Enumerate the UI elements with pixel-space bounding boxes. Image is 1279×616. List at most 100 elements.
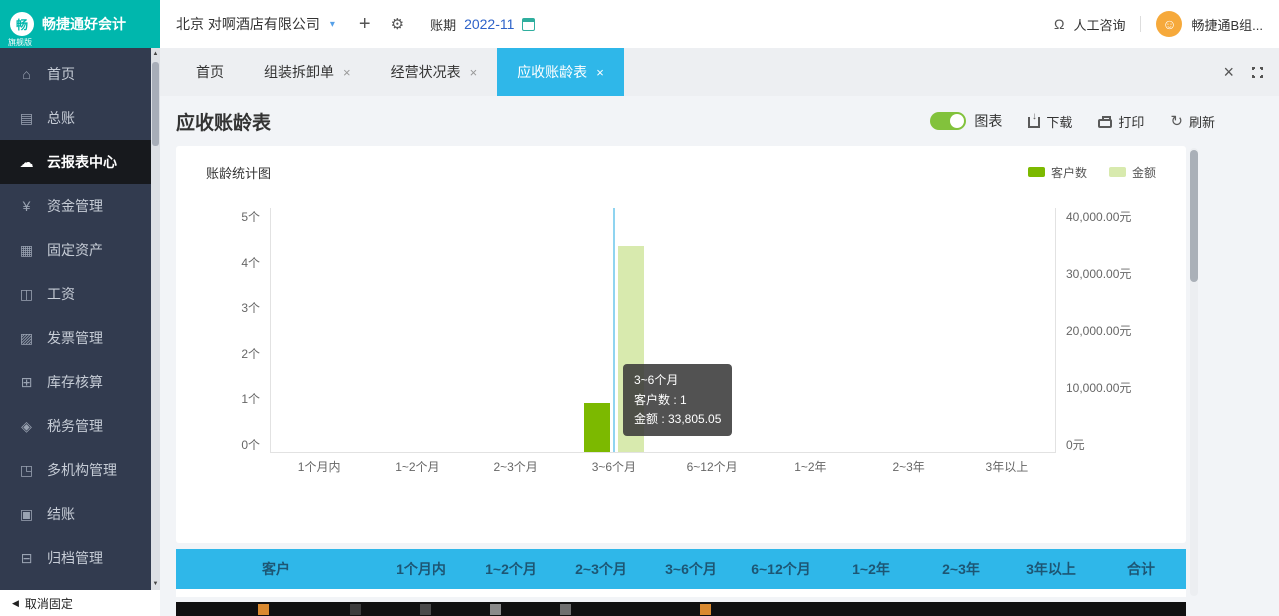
money-bag-icon: ¥ <box>22 198 31 214</box>
sidebar-item-salary[interactable]: ◫ 工资 <box>0 272 160 316</box>
avatar[interactable]: ☺ <box>1156 11 1183 37</box>
user-name[interactable]: 畅捷通B组... <box>1191 17 1263 33</box>
sidebar-item-general-ledger[interactable]: ▤ 总账 <box>0 96 160 140</box>
x-tick-label: 2~3年 <box>892 459 925 474</box>
tab-label: 首页 <box>196 64 224 80</box>
bar-group[interactable] <box>271 208 369 452</box>
sidebar-item-label: 发票管理 <box>47 330 103 346</box>
brand-logo[interactable]: 畅 畅捷通好会计 旗舰版 <box>0 0 160 48</box>
chart-legend: 客户数 金额 <box>1027 164 1156 181</box>
bar-group[interactable] <box>957 208 1055 452</box>
bar-group[interactable] <box>467 208 565 452</box>
sidebar-item-inventory[interactable]: ⊞ 库存核算 <box>0 360 160 404</box>
calendar-icon[interactable] <box>522 17 536 31</box>
salary-card-icon: ◫ <box>19 285 34 302</box>
x-tick-label: 1~2个月 <box>395 459 440 474</box>
legend-item-customers[interactable]: 客户数 <box>1027 164 1087 181</box>
sidebar-item-funds[interactable]: ¥ 资金管理 <box>0 184 160 228</box>
topbar-right: Ω 人工咨询 ☺ 畅捷通B组... <box>1054 11 1263 37</box>
sidebar-item-closing[interactable]: ▣ 结账 <box>0 492 160 536</box>
tab-receivables-aging[interactable]: 应收账龄表 × <box>497 48 624 96</box>
topbar: 北京 对啊酒店有限公司 ▾ + ⚙ 账期 2022-11 Ω 人工咨询 ☺ 畅捷… <box>160 0 1279 48</box>
fullscreen-icon-mask <box>1250 69 1265 75</box>
refresh-icon: ↻ <box>1170 112 1183 130</box>
table-header-cell: 客户 <box>262 561 290 577</box>
legend-item-amount[interactable]: 金额 <box>1108 164 1156 181</box>
bar-group[interactable]: 3~6个月 客户数 : 1 金额 : 33,805.05 <box>565 208 733 452</box>
period-value[interactable]: 2022-11 <box>464 16 515 32</box>
table-header-cell: 合计 <box>1127 561 1155 577</box>
fullscreen-icon[interactable] <box>1250 64 1265 80</box>
sidebar-scrollbar[interactable]: ▲ ▼ <box>151 48 160 590</box>
legend-label: 金额 <box>1131 165 1156 180</box>
tab-operating-status[interactable]: 经营状况表 × <box>371 48 498 96</box>
taskbar-icon <box>560 604 571 615</box>
y-tick-right: 0元 <box>1066 438 1085 452</box>
refresh-button[interactable]: ↻ 刷新 <box>1170 112 1215 131</box>
sidebar-item-invoice[interactable]: ▨ 发票管理 <box>0 316 160 360</box>
asset-icon: ▦ <box>19 241 34 258</box>
topbar-divider <box>1140 16 1142 32</box>
unpin-sidebar-button[interactable]: ◀ 取消固定 <box>0 590 160 616</box>
chart-toggle-group: 图表 <box>930 111 1002 131</box>
tab-assembly-order[interactable]: 组装拆卸单 × <box>244 48 371 96</box>
tab-label: 应收账龄表 <box>517 64 588 80</box>
bar-group[interactable] <box>761 208 859 452</box>
page-content: 应收账龄表 图表 下载 打印 ↻ <box>160 96 1279 616</box>
period-label: 账期 <box>430 17 457 33</box>
close-all-tabs-icon[interactable]: × <box>1223 62 1234 82</box>
sidebar-item-tax[interactable]: ◈ 税务管理 <box>0 404 160 448</box>
bar-group[interactable] <box>369 208 467 452</box>
table-header-cell: 1~2个月 <box>485 561 537 577</box>
x-tick-label: 3~6个月 <box>591 459 637 474</box>
table-header-cell: 3年以上 <box>1026 561 1076 577</box>
tabbar-controls: × <box>1223 48 1279 96</box>
table-header-cell: 1个月内 <box>396 561 446 577</box>
y-tick-left: 0个 <box>241 437 260 452</box>
sidebar-item-cloud-report-center[interactable]: ☁ 云报表中心 <box>0 140 160 184</box>
x-axis-labels: 1个月内 1~2个月 2~3个月 3~6个月 6~12个月 1~2年 2~3年 3年以上 <box>270 453 1056 479</box>
sidebar-item-home[interactable]: ⌂ 首页 <box>0 52 160 96</box>
sidebar-menu: ⌂ 首页 ▤ 总账 ☁ 云报表中心 ¥ 资金管理 ▦ 固定资产 ◫ 工资 <box>0 48 160 580</box>
sidebar-item-multi-org[interactable]: ◳ 多机构管理 <box>0 448 160 492</box>
y-tick-left: 1个 <box>241 392 260 407</box>
add-button[interactable]: + <box>358 13 371 35</box>
chart-toggle[interactable] <box>930 112 967 130</box>
sidebar-scrollbar-thumb[interactable] <box>152 62 159 146</box>
chevron-down-icon: ▾ <box>329 18 335 30</box>
taskbar-icon <box>490 604 501 615</box>
avatar-face-icon: ☺ <box>1162 16 1177 32</box>
y-tick-left: 2个 <box>241 346 260 361</box>
bar-客户数[interactable] <box>584 403 610 452</box>
x-tick-label: 3年以上 <box>985 459 1029 474</box>
download-button[interactable]: 下载 <box>1028 112 1072 131</box>
sidebar-item-fixed-assets[interactable]: ▦ 固定资产 <box>0 228 160 272</box>
content-scrollbar[interactable] <box>1190 148 1198 596</box>
tab-close-icon[interactable]: × <box>469 64 478 80</box>
company-selector[interactable]: 北京 对啊酒店有限公司 ▾ <box>176 14 335 34</box>
bar-group[interactable] <box>859 208 957 452</box>
taskbar-strip <box>176 602 1186 616</box>
tab-close-icon[interactable]: × <box>596 64 604 80</box>
print-icon <box>1098 115 1113 128</box>
print-button[interactable]: 打印 <box>1098 112 1144 131</box>
unpin-arrow-icon: ◀ <box>12 597 19 608</box>
sidebar-item-archive[interactable]: ⊟ 归档管理 <box>0 536 160 580</box>
legend-swatch <box>1108 167 1126 177</box>
tab-home[interactable]: 首页 <box>176 48 244 96</box>
download-label: 下载 <box>1046 114 1073 130</box>
chart-title: 账龄统计图 <box>206 165 272 181</box>
scroll-up-icon[interactable]: ▲ <box>152 51 159 57</box>
y-tick-right: 40,000.00元 <box>1066 210 1132 224</box>
scroll-down-icon[interactable]: ▼ <box>152 581 159 587</box>
taskbar-icon <box>700 604 711 615</box>
sidebar-item-label: 总账 <box>47 110 75 126</box>
plot-wrap: 3~6个月 客户数 : 1 金额 : 33,805.05 1个月内 1~2个月 2~… <box>270 208 1056 479</box>
content-scrollbar-thumb[interactable] <box>1190 150 1198 282</box>
x-tick-label: 2~3个月 <box>493 459 538 474</box>
gear-icon[interactable]: ⚙ <box>390 16 405 33</box>
tax-icon: ◈ <box>21 417 32 434</box>
support-link[interactable]: 人工咨询 <box>1073 17 1126 33</box>
tab-close-icon[interactable]: × <box>343 64 351 80</box>
